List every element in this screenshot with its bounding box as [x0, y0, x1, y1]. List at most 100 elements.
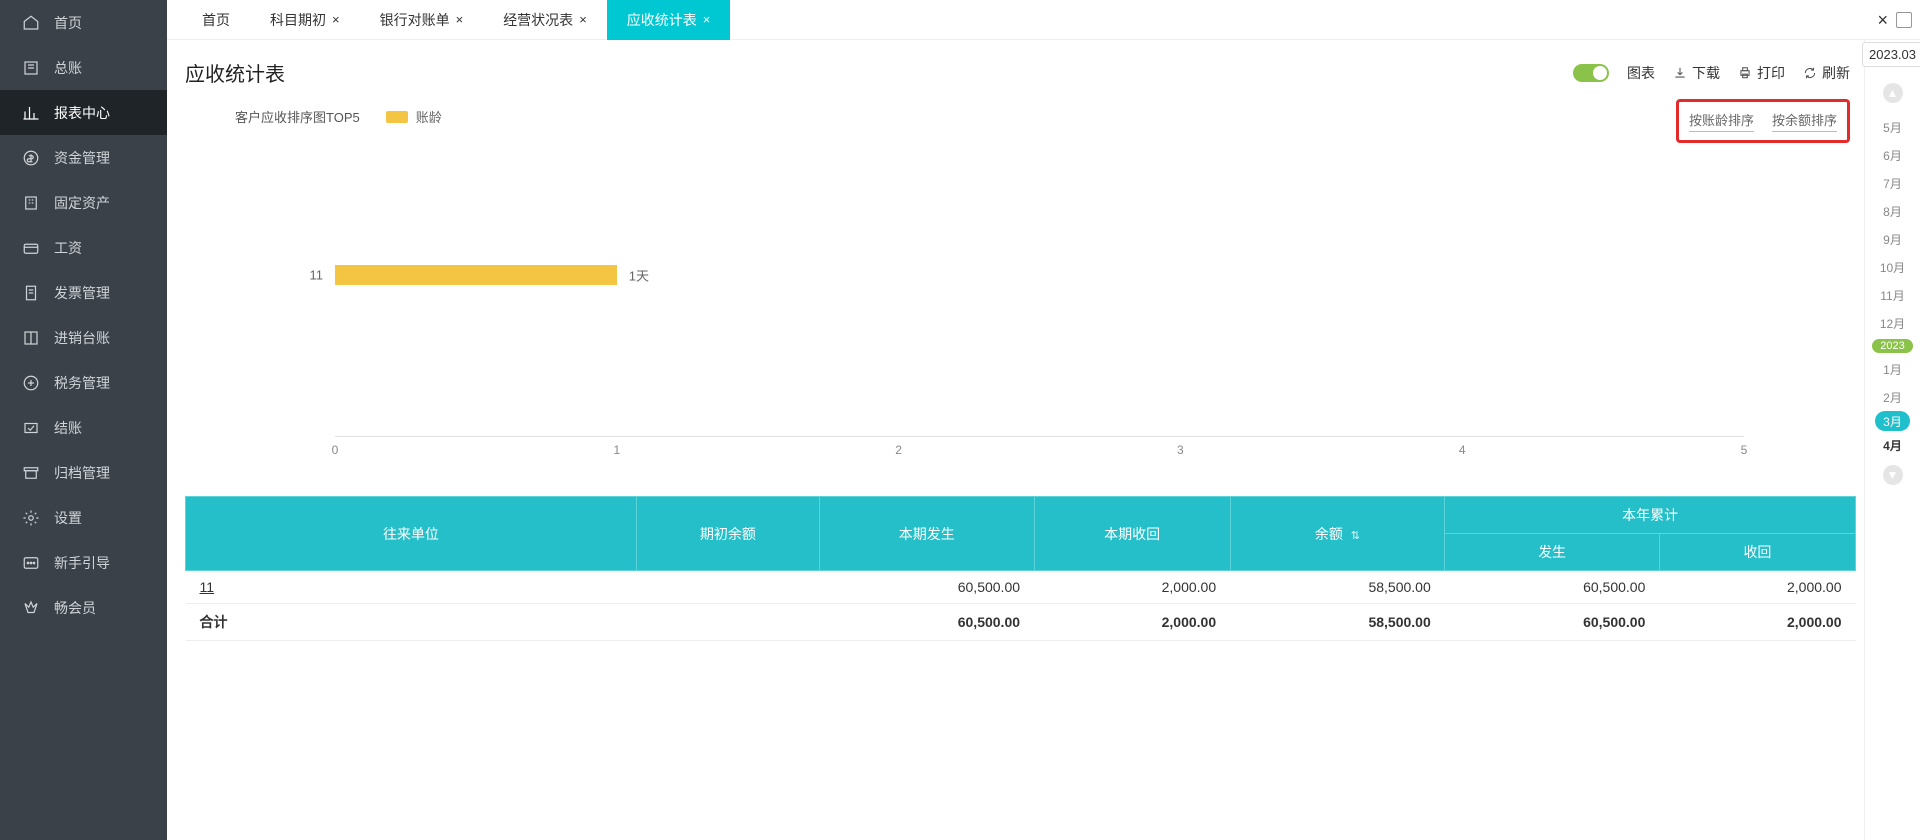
col-year-occur[interactable]: 发生 [1445, 534, 1660, 571]
archive-icon [22, 464, 40, 482]
refresh-icon [1803, 66, 1817, 80]
timeline-month[interactable]: 8月 [1883, 197, 1902, 225]
close-icon[interactable]: × [579, 12, 587, 27]
timeline-panel: 2023.03 ▲ 5月6月7月8月9月10月11月12月 2023 1月2月3月4… [1864, 40, 1920, 840]
page: 应收统计表 图表 下载 打印 刷新 [167, 40, 1864, 840]
col-balance[interactable]: 余额 ⇅ [1230, 497, 1445, 571]
sidebar-item-label: 固定资产 [54, 193, 110, 213]
col-opening[interactable]: 期初余额 [636, 497, 819, 571]
money-icon [22, 149, 40, 167]
timeline-up-button[interactable]: ▲ [1883, 83, 1903, 103]
page-actions: 图表 下载 打印 刷新 [1573, 63, 1850, 83]
close-icon[interactable]: × [456, 12, 464, 27]
timeline-month[interactable]: 9月 [1883, 225, 1902, 253]
sidebar-item-label: 归档管理 [54, 463, 110, 483]
timeline-month[interactable]: 2月 [1883, 383, 1902, 411]
cell-year-occur: 60,500.00 [1445, 604, 1660, 641]
timeline-month[interactable]: 3月 [1875, 411, 1910, 431]
print-button[interactable]: 打印 [1738, 63, 1785, 83]
cell-year-recover: 2,000.00 [1659, 571, 1855, 604]
sort-by-balance-button[interactable]: 按余额排序 [1772, 110, 1837, 132]
legend-label: 账龄 [416, 107, 442, 126]
col-unit[interactable]: 往来单位 [186, 497, 637, 571]
close-icon[interactable]: × [703, 12, 711, 27]
tab-bar: 首页科目期初×银行对账单×经营状况表×应收统计表×× [167, 0, 1920, 40]
sidebar-item-3[interactable]: 资金管理 [0, 135, 167, 180]
timeline-month[interactable]: 4月 [1883, 431, 1902, 459]
tab-1[interactable]: 银行对账单× [360, 0, 484, 40]
x-tick: 2 [895, 443, 902, 457]
sidebar-item-2[interactable]: 报表中心 [0, 90, 167, 135]
timeline-year[interactable]: 2023.03 [1862, 42, 1920, 67]
sidebar-item-label: 首页 [54, 13, 82, 33]
timeline-month[interactable]: 12月 [1880, 309, 1905, 337]
download-icon [1673, 66, 1687, 80]
sidebar-item-label: 发票管理 [54, 283, 110, 303]
unit-link[interactable]: 11 [200, 579, 215, 595]
col-group-year: 本年累计 [1445, 497, 1856, 534]
timeline-month[interactable]: 1月 [1883, 355, 1902, 383]
col-year-recover[interactable]: 收回 [1659, 534, 1855, 571]
chart-plot: 111天 [335, 146, 1744, 436]
building-icon [22, 194, 40, 212]
close-icon[interactable]: × [332, 12, 340, 27]
tab-0[interactable]: 科目期初 × [250, 0, 360, 40]
legend-swatch [386, 111, 408, 123]
timeline-down-button[interactable]: ▼ [1883, 465, 1903, 485]
sidebar-item-8[interactable]: 税务管理 [0, 360, 167, 405]
tabs-close-all-button[interactable]: × [1877, 10, 1888, 31]
sidebar-item-1[interactable]: 总账 [0, 45, 167, 90]
main: 首页科目期初×银行对账单×经营状况表×应收统计表×× 应收统计表 图表 下载 打… [167, 0, 1920, 840]
timeline-month[interactable]: 7月 [1883, 169, 1902, 197]
sidebar-item-7[interactable]: 进销台账 [0, 315, 167, 360]
col-balance-label: 余额 [1315, 526, 1343, 542]
chart-x-axis: 012345 [335, 436, 1744, 466]
table-total-row: 合计60,500.002,000.0058,500.0060,500.002,0… [186, 604, 1856, 641]
page-header: 应收统计表 图表 下载 打印 刷新 [185, 58, 1864, 87]
sidebar-item-0[interactable]: 首页 [0, 0, 167, 45]
sidebar-item-5[interactable]: 工资 [0, 225, 167, 270]
sidebar-item-4[interactable]: 固定资产 [0, 180, 167, 225]
tab-label: 科目期初 [270, 10, 326, 30]
timeline-month[interactable]: 11月 [1880, 281, 1904, 309]
data-table: 往来单位 期初余额 本期发生 本期收回 余额 ⇅ 本年累计 发生 收回 [185, 496, 1856, 641]
tab-2[interactable]: 经营状况表× [483, 0, 607, 40]
fullscreen-button[interactable] [1896, 12, 1912, 28]
timeline-year-badge: 2023 [1872, 339, 1912, 353]
sidebar-item-label: 总账 [54, 58, 82, 78]
cell-occur: 60,500.00 [819, 604, 1034, 641]
sidebar-item-label: 进销台账 [54, 328, 110, 348]
sidebar-item-13[interactable]: 畅会员 [0, 585, 167, 630]
tab-home[interactable]: 首页 [182, 0, 250, 40]
sidebar-item-10[interactable]: 归档管理 [0, 450, 167, 495]
sort-by-age-button[interactable]: 按账龄排序 [1689, 110, 1754, 132]
cell-recover: 2,000.00 [1034, 604, 1230, 641]
sidebar-item-6[interactable]: 发票管理 [0, 270, 167, 315]
chart: 111天 012345 [335, 146, 1744, 466]
sidebar-item-12[interactable]: 新手引导 [0, 540, 167, 585]
refresh-label: 刷新 [1822, 63, 1850, 83]
chart-header: 客户应收排序图TOP5 账龄 按账龄排序 按余额排序 [185, 107, 1864, 126]
tab-label: 应收统计表 [627, 10, 697, 30]
bar-left-label: 11 [310, 267, 324, 282]
refresh-button[interactable]: 刷新 [1803, 63, 1850, 83]
sidebar-item-label: 资金管理 [54, 148, 110, 168]
sidebar-item-label: 结账 [54, 418, 82, 438]
chart-toggle[interactable] [1573, 64, 1609, 82]
col-recover[interactable]: 本期收回 [1034, 497, 1230, 571]
sidebar-item-label: 税务管理 [54, 373, 110, 393]
home-icon [22, 14, 40, 32]
timeline-month[interactable]: 6月 [1883, 141, 1902, 169]
tax-icon [22, 374, 40, 392]
timeline-month[interactable]: 10月 [1880, 253, 1905, 281]
download-button[interactable]: 下载 [1673, 63, 1720, 83]
cell-occur: 60,500.00 [819, 571, 1034, 604]
tab-3[interactable]: 应收统计表 × [607, 0, 731, 40]
bar-right-label: 1天 [629, 265, 649, 284]
cell-balance: 58,500.00 [1230, 571, 1445, 604]
sidebar-item-9[interactable]: 结账 [0, 405, 167, 450]
cell-year-recover: 2,000.00 [1659, 604, 1855, 641]
sidebar-item-11[interactable]: 设置 [0, 495, 167, 540]
timeline-month[interactable]: 5月 [1883, 113, 1902, 141]
col-occur[interactable]: 本期发生 [819, 497, 1034, 571]
